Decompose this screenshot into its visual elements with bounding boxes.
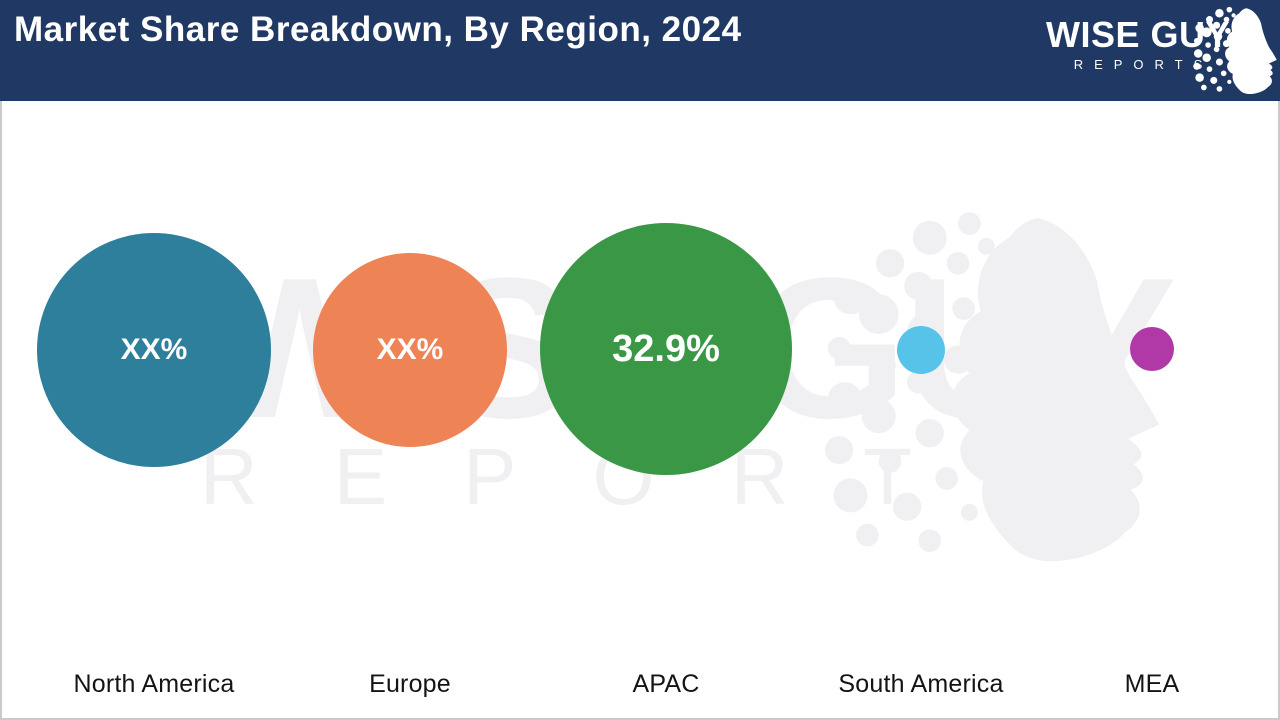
category-label-mea: MEA [1124, 670, 1180, 698]
wiseguy-head-icon [1193, 6, 1277, 95]
category-label-europe: Europe [369, 670, 451, 698]
category-label-south-america: South America [838, 670, 1004, 698]
bubble-europe: XX% [313, 253, 507, 447]
bubble-value-north-america: XX% [120, 333, 188, 366]
logo-wordmark: WISE GUY [1045, 14, 1231, 55]
logo-tagline: REPORTS [1073, 57, 1214, 72]
bubble-north-america: XX% [37, 233, 271, 467]
wiseguy-logo: WISE GUY REPORTS [1042, 14, 1234, 72]
category-label-north-america: North America [73, 670, 235, 698]
bubble-apac: 32.9% [540, 223, 792, 475]
page-title: Market Share Breakdown, By Region, 2024 [14, 10, 742, 49]
bubble-value-apac: 32.9% [612, 327, 720, 370]
header-bar: Market Share Breakdown, By Region, 2024 … [0, 0, 1280, 101]
chart-border [0, 101, 1280, 720]
bubble-value-europe: XX% [376, 333, 444, 366]
category-label-apac: APAC [632, 670, 700, 698]
